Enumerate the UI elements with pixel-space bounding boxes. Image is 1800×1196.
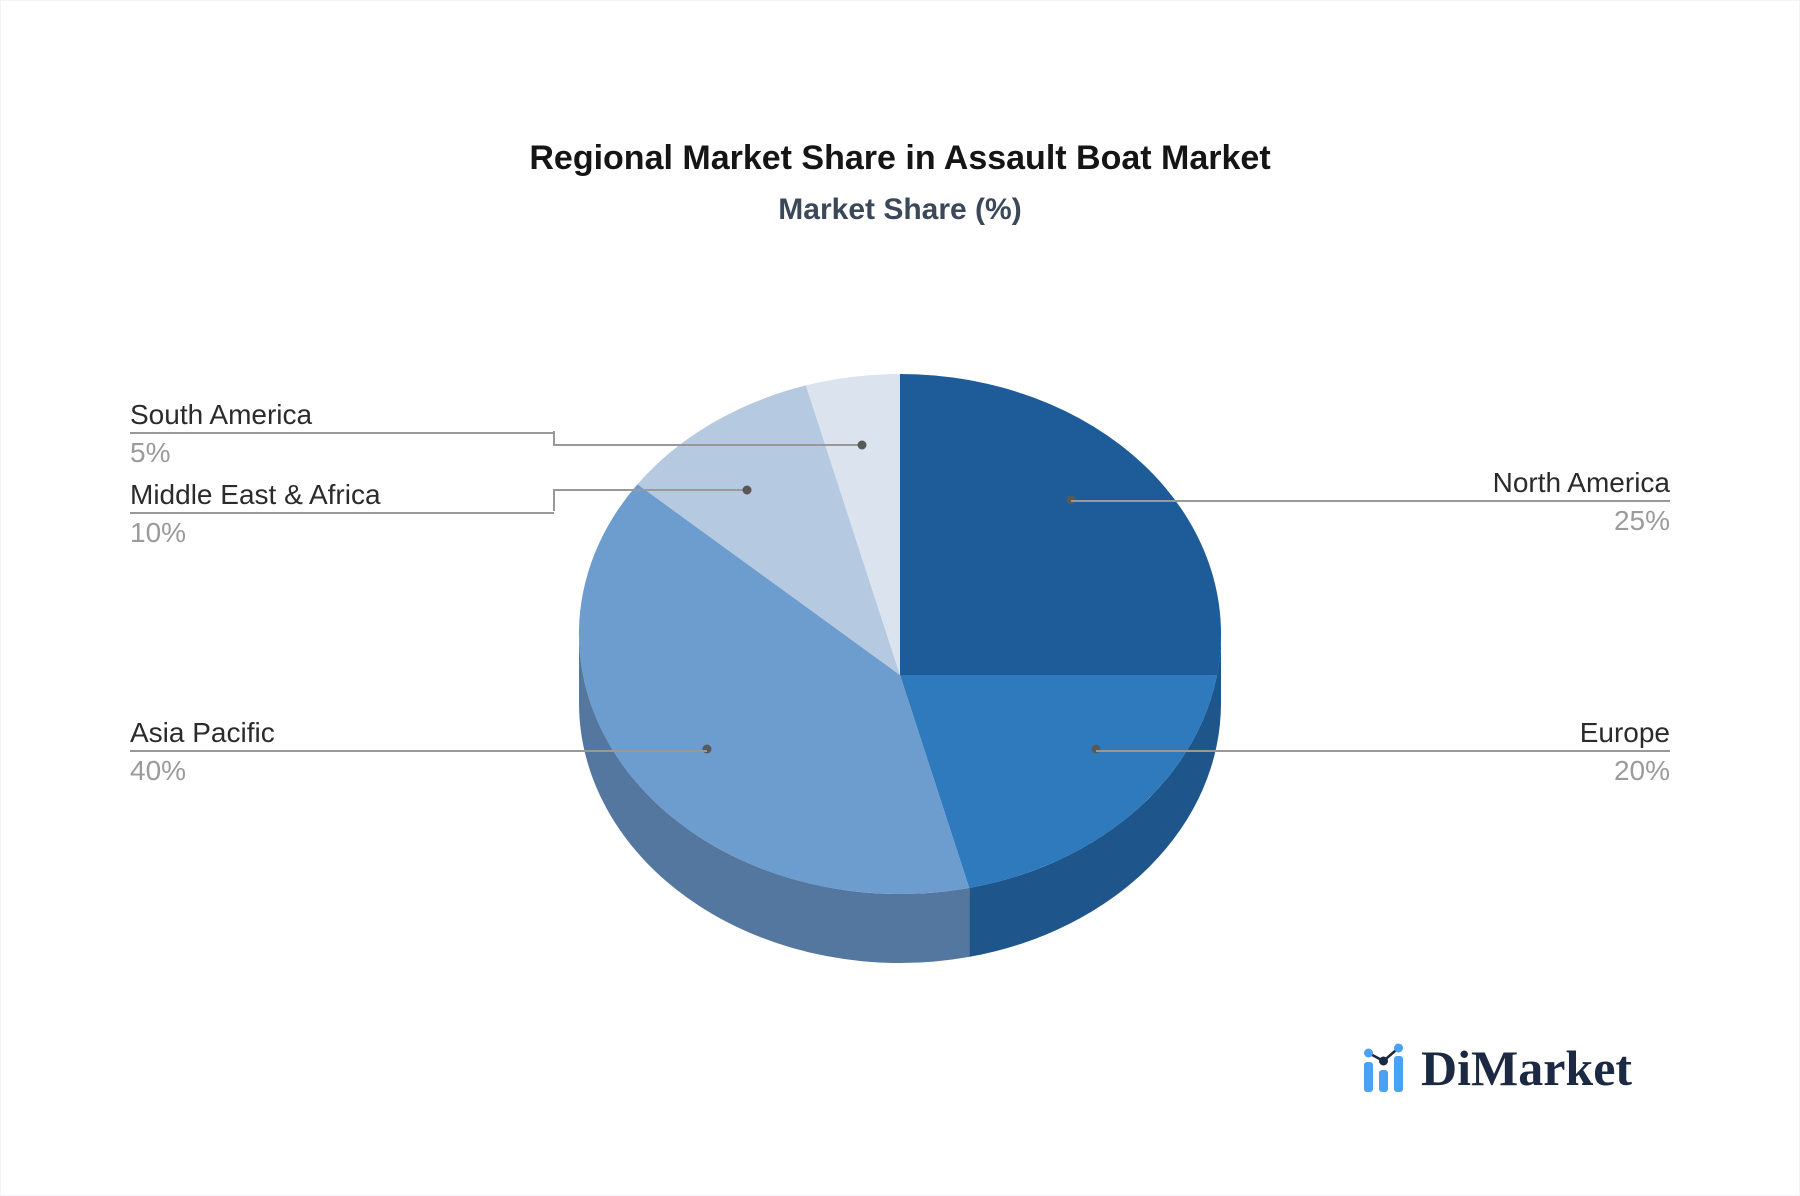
callout-south-america: South America 5%: [130, 398, 554, 470]
callout-label: South America: [130, 398, 554, 434]
callout-middle-east-africa: Middle East & Africa 10%: [130, 478, 554, 550]
callout-percentage: 10%: [130, 517, 187, 548]
callout-percentage: 25%: [1613, 505, 1670, 536]
callout-asia-pacific: Asia Pacific 40%: [130, 716, 707, 788]
pie-slice-south-america[interactable]: [805, 373, 900, 675]
callout-label: Asia Pacific: [130, 716, 707, 752]
pie-slice-asia-pacific[interactable]: [578, 484, 970, 895]
leader-dot-south-america: [857, 440, 867, 450]
leader-line-middle-east-africa: [553, 489, 747, 511]
callout-north-america: North America 25%: [1071, 466, 1670, 538]
callout-europe: Europe 20%: [1096, 716, 1670, 788]
callout-percentage: 5%: [130, 437, 171, 468]
callout-percentage: 20%: [1613, 755, 1670, 786]
chart-subtitle: Market Share (%): [778, 193, 1022, 226]
leader-dot-middle-east-africa: [742, 485, 752, 495]
dimarket-logo: DiMarket: [1363, 1038, 1632, 1094]
chart-title: Regional Market Share in Assault Boat Ma…: [529, 139, 1271, 177]
pie-slice-north-america[interactable]: [900, 374, 1222, 675]
callout-label: North America: [1071, 466, 1670, 502]
logo-wordmark: DiMarket: [1421, 1040, 1633, 1096]
bar-line-chart-icon: [1364, 1043, 1403, 1092]
callout-percentage: 40%: [130, 755, 187, 786]
pie-side-europe: [969, 634, 1221, 957]
pie-slice-middle-east-africa[interactable]: [637, 385, 901, 675]
callout-label: Middle East & Africa: [130, 478, 554, 514]
callout-label: Europe: [1096, 716, 1670, 752]
pie-side-asia-pacific: [579, 634, 970, 964]
pie-slice-europe[interactable]: [900, 675, 1217, 888]
leader-line-south-america: [553, 431, 862, 446]
